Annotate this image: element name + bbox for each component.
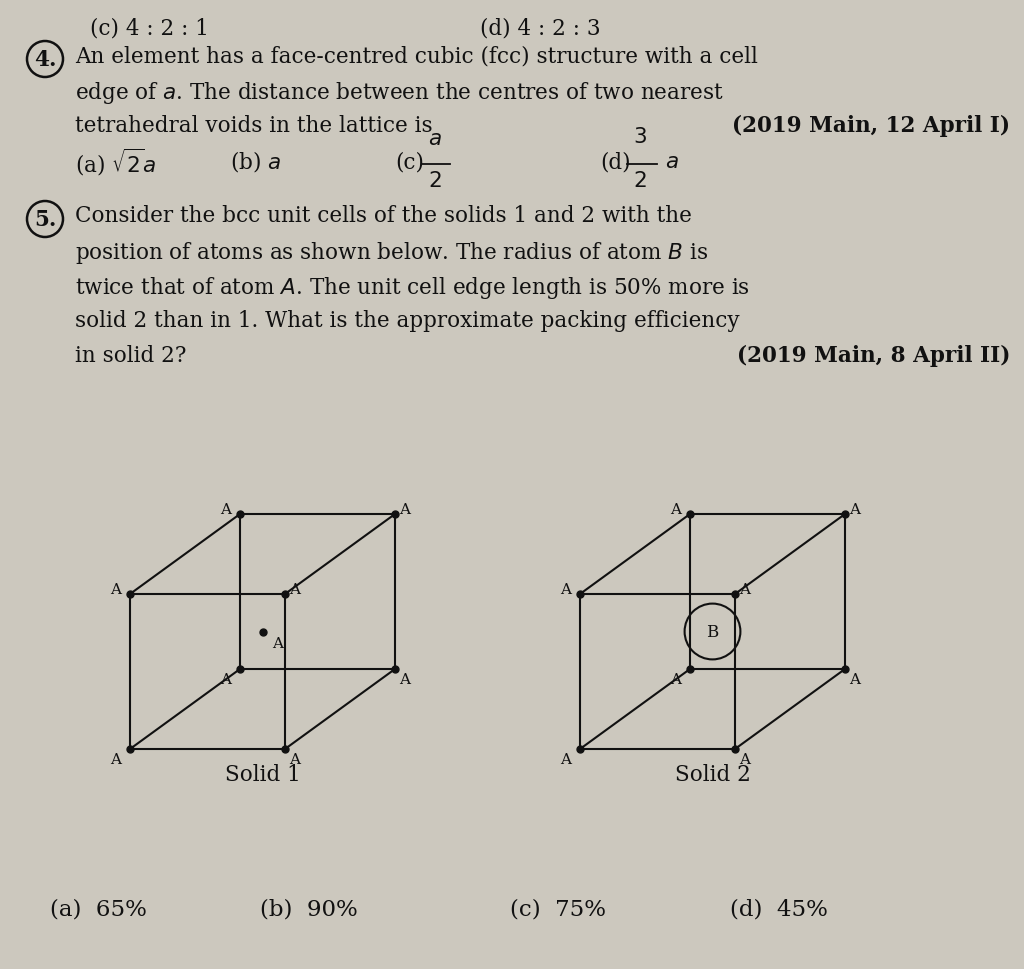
Text: A: A bbox=[850, 503, 860, 516]
Text: (c) 4 : 2 : 1: (c) 4 : 2 : 1 bbox=[90, 18, 209, 40]
Text: A: A bbox=[220, 503, 231, 516]
Text: Solid 2: Solid 2 bbox=[675, 764, 751, 785]
Text: 5.: 5. bbox=[34, 208, 56, 231]
Text: $a$: $a$ bbox=[665, 151, 679, 172]
Text: position of atoms as shown below. The radius of atom $B$ is: position of atoms as shown below. The ra… bbox=[75, 239, 709, 266]
Text: twice that of atom $A$. The unit cell edge length is 50% more is: twice that of atom $A$. The unit cell ed… bbox=[75, 275, 750, 300]
Text: solid 2 than in 1. What is the approximate packing efficiency: solid 2 than in 1. What is the approxima… bbox=[75, 310, 739, 331]
Text: (b)  90%: (b) 90% bbox=[260, 898, 357, 920]
Text: Solid 1: Solid 1 bbox=[224, 764, 300, 785]
Text: A: A bbox=[739, 582, 751, 596]
Text: A: A bbox=[560, 582, 571, 596]
Text: A: A bbox=[739, 752, 751, 766]
Text: (d) 4 : 2 : 3: (d) 4 : 2 : 3 bbox=[480, 18, 601, 40]
Text: Consider the bcc unit cells of the solids 1 and 2 with the: Consider the bcc unit cells of the solid… bbox=[75, 204, 692, 227]
Text: A: A bbox=[399, 672, 411, 686]
Text: A: A bbox=[290, 752, 300, 766]
Text: (2019 Main, 8 April II): (2019 Main, 8 April II) bbox=[736, 345, 1010, 366]
Text: A: A bbox=[111, 582, 122, 596]
Text: A: A bbox=[560, 752, 571, 766]
Text: An element has a face-centred cubic (fcc) structure with a cell: An element has a face-centred cubic (fcc… bbox=[75, 45, 758, 67]
Text: $a$: $a$ bbox=[428, 128, 442, 150]
Text: tetrahedral voids in the lattice is: tetrahedral voids in the lattice is bbox=[75, 115, 432, 137]
Text: A: A bbox=[399, 503, 411, 516]
Text: A: A bbox=[671, 503, 682, 516]
Text: A: A bbox=[220, 672, 231, 686]
Text: (c): (c) bbox=[395, 151, 424, 172]
Text: A: A bbox=[111, 752, 122, 766]
Text: edge of $a$. The distance between the centres of two nearest: edge of $a$. The distance between the ce… bbox=[75, 79, 724, 106]
Text: 4.: 4. bbox=[34, 49, 56, 71]
Text: (2019 Main, 12 April I): (2019 Main, 12 April I) bbox=[732, 115, 1010, 137]
Text: $2$: $2$ bbox=[428, 170, 441, 192]
Text: (b) $a$: (b) $a$ bbox=[230, 149, 282, 174]
Text: (a)  65%: (a) 65% bbox=[50, 898, 146, 920]
Text: $2$: $2$ bbox=[633, 170, 647, 192]
Text: (c)  75%: (c) 75% bbox=[510, 898, 606, 920]
Text: A: A bbox=[272, 637, 284, 651]
Text: (d): (d) bbox=[600, 151, 631, 172]
Text: A: A bbox=[850, 672, 860, 686]
Text: A: A bbox=[290, 582, 300, 596]
Text: (a) $\sqrt{2}a$: (a) $\sqrt{2}a$ bbox=[75, 146, 157, 177]
Text: in solid 2?: in solid 2? bbox=[75, 345, 186, 366]
Text: $3$: $3$ bbox=[633, 126, 647, 148]
Text: (d)  45%: (d) 45% bbox=[730, 898, 827, 920]
Text: B: B bbox=[707, 623, 719, 641]
Text: A: A bbox=[671, 672, 682, 686]
